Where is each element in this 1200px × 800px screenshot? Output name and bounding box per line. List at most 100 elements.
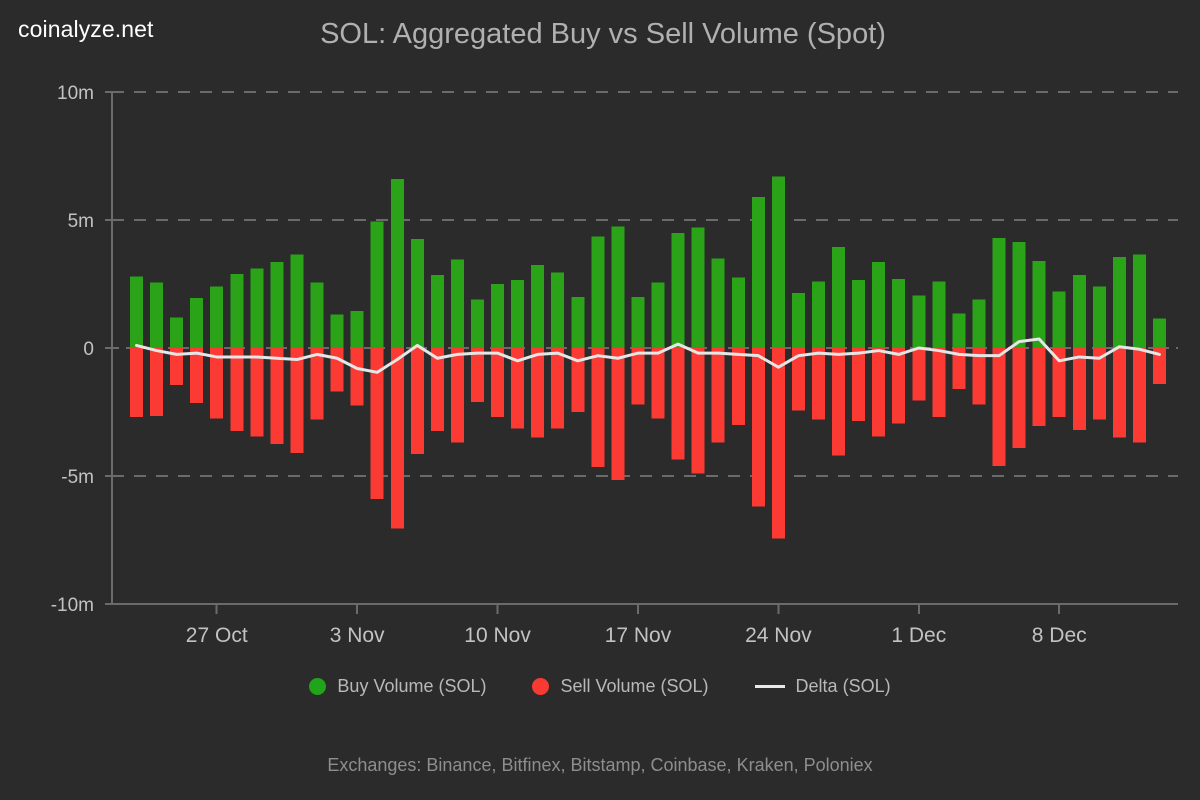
buy-volume-bar bbox=[651, 282, 665, 348]
sell-volume-bar bbox=[491, 348, 505, 418]
buy-volume-bar bbox=[1032, 260, 1046, 348]
buy-volume-bar bbox=[952, 313, 966, 348]
sell-volume-bar bbox=[1072, 348, 1086, 430]
page-title: SOL: Aggregated Buy vs Sell Volume (Spot… bbox=[320, 18, 886, 50]
sell-volume-bar bbox=[270, 348, 284, 444]
delta-line bbox=[135, 337, 1161, 374]
buy-volume-bar bbox=[270, 262, 284, 348]
sell-volume-bar bbox=[190, 348, 204, 404]
buy-volume-bar bbox=[531, 264, 545, 348]
buy-volume-bar bbox=[430, 275, 444, 348]
exchanges-footer: Exchanges: Binance, Bitfinex, Bitstamp, … bbox=[327, 755, 873, 775]
buy-volume-bar bbox=[992, 237, 1006, 348]
buy-volume-bar bbox=[932, 281, 946, 348]
buy-volume-bar bbox=[410, 239, 424, 348]
sell-volume-bar bbox=[892, 348, 906, 424]
y-axis-tick-label: -5m bbox=[61, 467, 94, 488]
buy-volume-bar bbox=[190, 298, 204, 348]
legend-item[interactable]: Sell Volume (SOL) bbox=[532, 676, 709, 697]
buy-volume-bar bbox=[892, 278, 906, 348]
sell-volume-bar bbox=[651, 348, 665, 419]
sell-volume-bar bbox=[170, 348, 184, 386]
legend-line-icon bbox=[754, 685, 785, 688]
sell-volume-bar bbox=[1012, 348, 1026, 448]
buy-volume-bar bbox=[491, 284, 505, 348]
sell-volume-bar bbox=[571, 348, 585, 412]
buy-volume-bar bbox=[170, 317, 184, 348]
y-axis-tick-label: -10m bbox=[51, 595, 94, 616]
buy-volume-bar bbox=[511, 280, 525, 348]
buy-volume-bar bbox=[751, 196, 765, 348]
buy-volume-bar bbox=[551, 272, 565, 348]
legend-circle-icon bbox=[532, 678, 550, 695]
buy-volume-bar bbox=[230, 273, 244, 348]
buy-volume-bar bbox=[1092, 286, 1106, 348]
sell-volume-bar bbox=[771, 348, 785, 539]
sell-volume-bar bbox=[390, 348, 404, 529]
buy-volume-bar bbox=[330, 314, 344, 348]
sell-volume-bar bbox=[551, 348, 565, 429]
buy-volume-bar bbox=[310, 282, 324, 348]
sell-volume-bar bbox=[370, 348, 384, 500]
buy-volume-bar bbox=[972, 299, 986, 348]
legend-circle-icon bbox=[309, 678, 327, 695]
sell-volume-bar bbox=[230, 348, 244, 432]
buy-volume-bar bbox=[290, 254, 304, 348]
sell-volume-bar bbox=[591, 348, 605, 468]
sell-volume-bar bbox=[611, 348, 625, 480]
buy-volume-bar bbox=[1072, 275, 1086, 348]
sell-volume-bar bbox=[671, 348, 685, 460]
buy-volume-bar bbox=[711, 258, 725, 348]
axis-lines bbox=[105, 91, 1178, 614]
legend-label: Sell Volume (SOL) bbox=[560, 676, 709, 696]
sell-volume-bar bbox=[330, 348, 344, 392]
chart-legend: Buy Volume (SOL) Sell Volume (SOL) Delta (… bbox=[0, 676, 1200, 697]
sell-volume-bar bbox=[872, 348, 886, 437]
buy-volume-bar bbox=[450, 259, 464, 348]
sell-volume-bar bbox=[450, 348, 464, 443]
buy-volume-bar bbox=[791, 292, 805, 348]
sell-volume-bar bbox=[471, 348, 484, 402]
buy-volume-bar bbox=[591, 236, 605, 348]
x-axis-labels: 27 Oct 3 Nov 10 Nov 17 Nov 24 Nov 1 Dec 8 Dec bbox=[186, 624, 1087, 647]
buy-volume-bar bbox=[130, 276, 143, 348]
sell-volume-bar bbox=[1032, 348, 1046, 427]
legend-item[interactable]: Buy Volume (SOL) bbox=[309, 676, 486, 697]
sell-volume-bar bbox=[1153, 348, 1166, 384]
sell-volume-bar bbox=[1052, 348, 1066, 418]
sell-volume-bar bbox=[410, 348, 424, 455]
buy-volume-bar bbox=[631, 296, 645, 348]
sell-volume-bar bbox=[832, 348, 846, 456]
delta-line-path bbox=[135, 337, 1161, 374]
legend-item[interactable]: Delta (SOL) bbox=[754, 676, 891, 697]
legend-label: Buy Volume (SOL) bbox=[337, 676, 487, 696]
buy-volume-bar bbox=[250, 268, 264, 348]
buy-volume-bar bbox=[210, 286, 224, 348]
sell-volume-bar bbox=[210, 348, 224, 419]
y-axis-tick-label: 5m bbox=[68, 211, 94, 232]
buy-volume-bar bbox=[872, 262, 886, 348]
sell-volume-bar bbox=[812, 348, 825, 420]
sell-volume-bar bbox=[852, 348, 866, 421]
sell-volume-bar bbox=[250, 348, 264, 437]
y-axis-tick-label: 0 bbox=[83, 339, 94, 360]
sell-volume-bar bbox=[912, 348, 926, 401]
sell-volume-bar bbox=[791, 348, 805, 411]
x-axis-tick-label: 10 Nov bbox=[464, 624, 531, 647]
sell-volume-bar bbox=[130, 348, 143, 418]
x-axis-tick-label: 27 Oct bbox=[186, 624, 248, 647]
buy-volume-bar bbox=[611, 226, 625, 348]
sell-volume-bar bbox=[310, 348, 324, 420]
sell-volume-bar bbox=[631, 348, 645, 405]
buy-volume-bar bbox=[771, 176, 785, 348]
sell-volume-bar bbox=[430, 348, 444, 432]
buy-volume-bar bbox=[471, 299, 484, 348]
sell-volume-bar bbox=[952, 348, 966, 389]
x-axis-tick-label: 17 Nov bbox=[605, 624, 672, 647]
buy-volume-bar bbox=[571, 296, 585, 348]
x-axis-tick-label: 24 Nov bbox=[745, 624, 812, 647]
buy-volume-bar bbox=[350, 310, 364, 348]
buy-volume-bar bbox=[731, 277, 745, 348]
